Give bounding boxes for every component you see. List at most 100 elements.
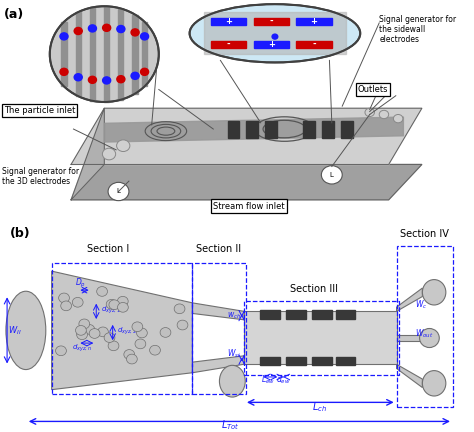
Bar [90,7,95,101]
Text: -: - [227,40,230,49]
Bar [286,357,306,365]
Circle shape [127,354,137,364]
Bar [336,357,356,365]
Text: -: - [270,17,273,26]
Bar [303,121,315,138]
Circle shape [108,341,119,351]
Bar [228,121,239,138]
Bar [322,121,334,138]
Bar [254,18,289,25]
Circle shape [109,300,120,310]
Circle shape [79,319,90,329]
Text: Section II: Section II [196,244,241,254]
Circle shape [50,6,159,102]
Bar [397,246,453,407]
Bar [246,121,258,138]
Circle shape [135,339,146,349]
Text: $L_{ch}$: $L_{ch}$ [311,400,327,414]
Ellipse shape [422,280,446,305]
Polygon shape [397,364,422,388]
Circle shape [118,296,128,306]
Bar [296,41,332,48]
Circle shape [75,325,86,335]
Text: $W_{II}$: $W_{II}$ [9,324,22,337]
Polygon shape [71,165,422,200]
Text: Signal generator for
the sidewall
electrodes: Signal generator for the sidewall electr… [379,15,456,44]
Bar [296,18,332,25]
Circle shape [59,293,69,303]
Circle shape [150,345,160,355]
Bar [286,310,306,318]
Bar [265,121,277,138]
Bar [244,311,397,364]
Circle shape [141,33,149,40]
Text: Section III: Section III [291,284,338,294]
Bar [52,263,192,394]
Circle shape [84,324,95,334]
Text: $L_{Tot}$: $L_{Tot}$ [221,419,239,432]
Circle shape [160,327,171,337]
Text: The particle inlet: The particle inlet [4,106,75,115]
Circle shape [104,333,115,343]
Circle shape [379,110,389,119]
Circle shape [88,25,97,32]
Ellipse shape [422,371,446,396]
Bar [104,6,109,102]
Bar [261,310,280,318]
Bar [192,263,246,394]
Text: Stream flow inlet: Stream flow inlet [213,202,285,210]
Circle shape [60,68,68,76]
Polygon shape [192,356,244,373]
Circle shape [74,28,82,35]
Circle shape [61,301,72,311]
Bar [76,12,81,96]
Circle shape [131,29,139,36]
Text: (b): (b) [9,227,30,240]
Circle shape [117,76,125,83]
Circle shape [77,330,87,340]
Bar [341,121,353,138]
Text: L: L [117,188,120,194]
Circle shape [106,299,117,309]
Text: $d_{ew}$: $d_{ew}$ [276,373,290,385]
Circle shape [60,33,68,40]
Bar [62,22,67,86]
Polygon shape [192,303,244,320]
Bar [336,310,356,318]
Bar [211,18,246,25]
Bar [312,357,332,365]
Text: Section I: Section I [87,244,129,254]
Bar [397,335,437,341]
Polygon shape [71,108,422,165]
Text: $W_c$: $W_c$ [415,299,428,311]
Circle shape [321,166,342,184]
Text: $L_{ew}$: $L_{ew}$ [262,373,275,385]
Text: $d_{xyz,1}$: $d_{xyz,1}$ [101,304,121,315]
Text: (a): (a) [4,8,24,21]
Text: Outlets: Outlets [358,85,388,94]
Circle shape [124,349,135,359]
Bar [254,41,289,48]
Circle shape [98,327,109,337]
Ellipse shape [419,328,439,347]
Text: $d_{xyz,n}$: $d_{xyz,n}$ [72,342,92,354]
Text: +: + [268,40,275,49]
Circle shape [174,304,185,314]
Circle shape [132,322,143,332]
Circle shape [108,182,129,200]
Circle shape [137,328,147,338]
Bar [204,13,346,54]
Circle shape [89,329,100,338]
Circle shape [118,302,128,312]
Bar [261,357,280,365]
Circle shape [393,114,403,123]
Text: $W_{out}$: $W_{out}$ [415,327,434,340]
Circle shape [102,148,116,160]
Text: +: + [310,17,318,26]
Circle shape [73,297,83,307]
Circle shape [55,346,66,356]
Circle shape [102,24,110,32]
Bar [244,301,399,375]
Ellipse shape [219,365,245,397]
Ellipse shape [190,4,360,63]
